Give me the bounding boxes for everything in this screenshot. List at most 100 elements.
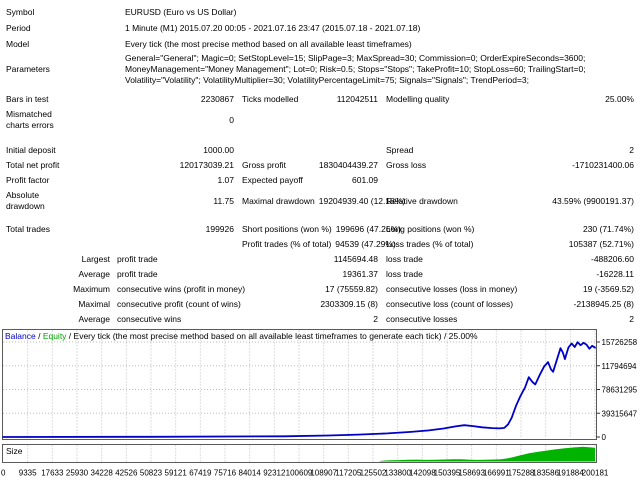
stat-value: General="General"; Magic=0; SetStopLevel…: [125, 53, 638, 86]
stat-pair: Gross loss -1710231400.06: [386, 158, 634, 173]
stat-value: 120173039.21: [179, 160, 234, 170]
stat-pair: Expected payoff 601.09: [242, 173, 378, 188]
report-row: Symbol EURUSD (Euro vs US Dollar): [0, 4, 640, 20]
stat-value: 11.75: [213, 196, 234, 206]
stat-value: 1.07: [217, 175, 234, 185]
stat-label: Total trades: [6, 224, 50, 234]
legend-equity-label: Equity: [42, 331, 67, 341]
report-row: Profit factor 1.07 Expected payoff 601.09: [0, 173, 640, 188]
report-row: Total trades 199926 Short positions (won %…: [0, 222, 640, 237]
stat-pair: Short positions (won %) 199696 (47.26%): [242, 222, 401, 237]
x-axis-label: 50823: [140, 469, 163, 478]
stat-value: 2303309.15 (8): [320, 299, 378, 309]
tester-graph-svg: 15726258 11794694 78631295 39315647 0 0 9335 17…: [1, 329, 638, 478]
stat-pair: Maximal drawdown 19204939.40 (12.18%): [242, 188, 405, 214]
x-axis-label: 75716: [214, 469, 237, 478]
stat-value: 94539 (47.29%): [335, 239, 396, 249]
stat-pair: consecutive wins (profit in money) 17 (75…: [117, 282, 378, 297]
stat-label: Loss trades (% of total): [386, 239, 474, 249]
stat-value: 1145694.48: [333, 254, 378, 264]
stat-value: 43.59% (9900191.37): [552, 196, 634, 206]
legend-separator: /: [66, 331, 74, 341]
legend-model-label: Every tick (the most precise method base…: [73, 331, 442, 341]
stat-value: 19 (-3569.52): [582, 284, 634, 294]
stat-pair: loss trade -488206.60: [386, 252, 634, 267]
stat-label: Average: [78, 269, 110, 279]
x-axis-label: 117205: [335, 469, 362, 478]
stat-label: Period: [6, 23, 31, 33]
x-axis-label: 200181: [582, 469, 609, 478]
stat-label: Mismatched charts errors: [6, 109, 110, 131]
stat-label: consecutive profit (count of wins): [117, 299, 241, 309]
stat-value: 25.00%: [605, 94, 634, 104]
stat-value: 601.09: [352, 175, 378, 185]
x-axis-label: 133800: [384, 469, 411, 478]
parameter-line: MoneyManagement="Money Management"; Lot=…: [125, 64, 586, 74]
stat-value: 17 (75559.82): [325, 284, 378, 294]
stat-value: 230 (71.74%): [582, 224, 634, 234]
stat-label: Relative drawdown: [386, 196, 458, 206]
stat-pair: Relative drawdown 43.59% (9900191.37): [386, 188, 634, 214]
size-histogram: [3, 446, 595, 462]
stat-label: Expected payoff: [242, 175, 303, 185]
y-axis-label: 0: [602, 433, 607, 442]
stat-pair: profit trade 19361.37: [117, 267, 378, 282]
report-section: Bars in test 2230867 Ticks modelled 1120425…: [0, 92, 640, 133]
stat-pair: Ticks modelled 112042511: [242, 92, 378, 107]
x-axis-label: 158693: [458, 469, 485, 478]
stat-label: Long positions (won %): [386, 224, 475, 234]
stat-pair: Gross profit 1830404439.27: [242, 158, 378, 173]
stat-pair: consecutive loss (count of losses) -21389…: [386, 297, 634, 312]
stat-value: -488206.60: [590, 254, 634, 264]
legend-separator: /: [35, 331, 43, 341]
stat-label: loss trade: [386, 254, 423, 264]
stat-label: Total net profit: [6, 160, 60, 170]
stat-value: 199696 (47.26%): [335, 224, 401, 234]
size-panel-label: Size: [6, 446, 23, 456]
stat-value: 1 Minute (M1) 2015.07.20 00:05 - 2021.07…: [125, 23, 421, 33]
stat-label: consecutive losses (loss in money): [386, 284, 518, 294]
stat-label-line: Absolute: [6, 190, 40, 200]
report-row: Initial deposit 1000.00 Spread 2: [0, 143, 640, 158]
stat-label: Maximum: [73, 284, 110, 294]
stat-pair: Spread 2: [386, 143, 634, 158]
stat-value: 199926: [205, 224, 234, 234]
x-axis-label: 92312: [263, 469, 286, 478]
report-table: Symbol EURUSD (Euro vs US Dollar) Period 1 …: [0, 4, 640, 327]
report-row: Largest profit trade 1145694.48 loss trade -…: [0, 252, 640, 267]
x-axis-label: 59121: [165, 469, 188, 478]
stat-value: -1710231400.06: [572, 160, 634, 170]
stat-value: -2138945.25 (8): [573, 299, 635, 309]
stat-label: loss trade: [386, 269, 423, 279]
report-row: Maximum consecutive wins (profit in money…: [0, 282, 640, 297]
stat-value: 0: [229, 115, 234, 125]
stat-value: 19204939.40 (12.18%): [318, 196, 406, 206]
stat-label: Model: [6, 39, 30, 49]
report-row: Average consecutive wins 2 consecutive loss…: [0, 312, 640, 327]
report-row: Parameters General="General"; Magic=0; Se…: [0, 52, 640, 86]
stat-value: -16228.11: [596, 269, 634, 279]
stat-value: 2230867: [200, 94, 234, 104]
stat-value: EURUSD (Euro vs US Dollar): [125, 7, 237, 17]
stat-value: 2: [373, 314, 378, 324]
stat-label: consecutive losses: [386, 314, 458, 324]
x-axis-label: 84014: [239, 469, 262, 478]
x-axis-label: 34228: [91, 469, 114, 478]
x-axis-label: 0: [1, 469, 6, 478]
x-axis-label: 25930: [66, 469, 89, 478]
stat-value: 2: [629, 314, 634, 324]
report-row: Bars in test 2230867 Ticks modelled 1120425…: [0, 92, 640, 107]
stat-label: Gross loss: [386, 160, 427, 170]
report-section: Symbol EURUSD (Euro vs US Dollar) Period 1 …: [0, 4, 640, 86]
report-row: Profit trades (% of total) 94539 (47.29%)…: [0, 237, 640, 252]
stat-label-line: drawdown: [6, 201, 45, 211]
stat-value: 1000.00: [203, 145, 234, 155]
x-axis-label: 142098: [409, 469, 436, 478]
stat-label: Maximal: [78, 299, 110, 309]
report-row: Maximal consecutive profit (count of wins…: [0, 297, 640, 312]
stat-pair: consecutive profit (count of wins) 230330…: [117, 297, 378, 312]
stat-label: Short positions (won %): [242, 224, 332, 234]
stat-label: Largest: [81, 254, 110, 264]
report-row: Absolute drawdown 11.75 Maximal drawdown 192…: [0, 188, 640, 214]
y-axis-label: 11794694: [602, 362, 638, 371]
